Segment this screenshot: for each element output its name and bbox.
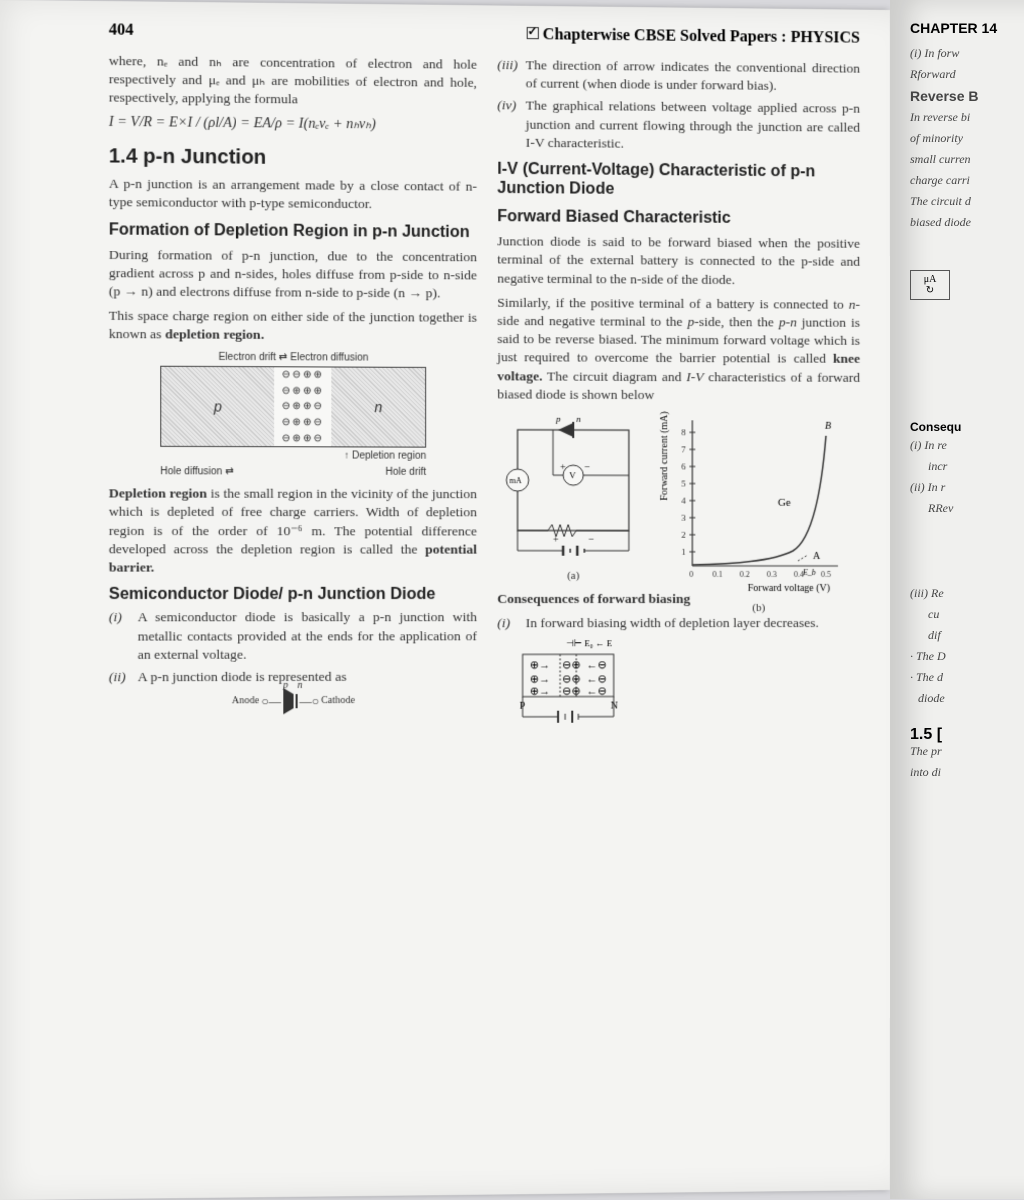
cathode-label: Cathode <box>321 694 355 708</box>
svg-text:⊖⊕: ⊖⊕ <box>562 674 581 686</box>
svg-text:⊕→: ⊕→ <box>530 660 550 672</box>
svg-text:⊖⊕: ⊖⊕ <box>562 660 581 672</box>
svg-text:Forward voltage (V): Forward voltage (V) <box>748 583 830 594</box>
diode-item-1: (i) A semiconductor diode is basically a… <box>109 609 477 665</box>
forward-bias-junction: ⊣⊢ E₀ ← E ⊕→⊕→⊕→ ⊖⊕⊖⊕⊖⊕ ←⊖←⊖←⊖ P N <box>497 636 860 727</box>
svg-text:E_b: E_b <box>802 568 816 577</box>
electron-drift-label: Electron drift <box>218 351 276 362</box>
two-columns: where, nₑ and nₕ are concentration of el… <box>109 52 860 728</box>
svg-text:−: − <box>584 462 590 473</box>
svg-text:0.5: 0.5 <box>821 570 831 579</box>
svg-text:5: 5 <box>681 479 686 489</box>
diode-item-4: (iv) The graphical relations between vol… <box>497 97 860 155</box>
depletion-region-para: Depletion region is the small region in … <box>109 484 477 577</box>
book-title: Chapterwise CBSE Solved Papers : PHYSICS <box>527 26 860 48</box>
n-region: n <box>332 368 426 447</box>
svg-text:0.2: 0.2 <box>740 570 750 579</box>
svg-text:←⊖: ←⊖ <box>586 686 606 698</box>
svg-text:2: 2 <box>681 530 686 540</box>
depletion-diagram: Electron drift ⇄ Electron diffusion p ⊖⊖… <box>160 350 426 479</box>
svg-text:⊖⊕: ⊖⊕ <box>562 686 581 698</box>
page-header: 404 Chapterwise CBSE Solved Papers : PHY… <box>109 21 860 47</box>
svg-text:⊣⊢ E₀ ← E: ⊣⊢ E₀ ← E <box>566 639 612 649</box>
svg-text:0: 0 <box>689 570 693 579</box>
left-page: 404 Chapterwise CBSE Solved Papers : PHY… <box>0 0 890 1200</box>
diode-item-2: (ii) A p-n junction diode is represented… <box>109 668 477 687</box>
fb-p2: Similarly, if the positive terminal of a… <box>497 293 860 405</box>
right-page-sliver: CHAPTER 14 (i) In forw Rforward Reverse … <box>890 0 1024 1199</box>
fig-a-label: (a) <box>497 569 649 584</box>
svg-text:Ge: Ge <box>778 497 791 509</box>
fig-b-label: (b) <box>657 601 860 616</box>
svg-text:+: + <box>553 535 559 546</box>
section-1-4: 1.4 p-n Junction <box>109 143 477 173</box>
svg-text:⊕→: ⊕→ <box>530 686 550 698</box>
circuit-diagram: p n mA V + − <box>497 410 649 584</box>
formation-header: Formation of Depletion Region in p-n Jun… <box>109 219 477 243</box>
page-number: 404 <box>109 21 134 40</box>
svg-text:6: 6 <box>681 462 686 472</box>
sec-1-5: 1.5 [ <box>910 726 1024 744</box>
pn-def: A p-n junction is an arrangement made by… <box>109 174 477 214</box>
svg-text:0.1: 0.1 <box>712 570 722 579</box>
diode-item-3: (iii) The direction of arrow indicates t… <box>497 56 860 96</box>
svg-text:V: V <box>569 470 576 480</box>
hole-drift-label: Hole drift <box>385 465 426 479</box>
svg-text:−: − <box>588 535 594 546</box>
svg-text:7: 7 <box>681 444 686 454</box>
svg-text:⊕→: ⊕→ <box>530 674 550 686</box>
svg-text:p: p <box>555 414 561 424</box>
p-region: p <box>161 367 274 446</box>
fb-header: Forward Biased Characteristic <box>497 206 860 230</box>
diode-symbol-row: Anode ○― p n ―○ Cathode <box>109 690 477 710</box>
svg-text:+: + <box>560 462 566 473</box>
svg-text:N: N <box>611 701 619 712</box>
svg-text:B: B <box>825 421 831 432</box>
cons-item-1: (i) In forward biasing width of depletio… <box>497 614 860 632</box>
svg-text:4: 4 <box>681 496 686 506</box>
iv-header: I-V (Current-Voltage) Characteristic of … <box>497 160 860 201</box>
svg-text:Forward current (mA): Forward current (mA) <box>659 411 670 500</box>
svg-text:3: 3 <box>681 513 686 523</box>
where-para: where, nₑ and nₕ are concentration of el… <box>109 52 477 111</box>
depletion-label: Depletion region <box>352 451 426 462</box>
svg-text:←⊖: ←⊖ <box>586 660 606 672</box>
electron-diffusion-label: Electron diffusion <box>290 352 368 363</box>
svg-text:0.3: 0.3 <box>767 570 777 579</box>
anode-label: Anode <box>232 694 259 708</box>
right-column: (iii) The direction of arrow indicates t… <box>497 56 860 727</box>
iv-graph: 8 7 6 5 4 3 2 1 0 0.1 <box>657 410 860 581</box>
svg-text:8: 8 <box>681 427 686 437</box>
formation-p1: During formation of p-n junction, due to… <box>109 245 477 303</box>
right-fragments: (i) In forw Rforward Reverse B In revers… <box>910 46 1024 230</box>
svg-text:A: A <box>813 551 821 562</box>
depletion-charges: ⊖⊖⊕⊕⊖⊕⊕⊕⊖⊕⊕⊖⊖⊕⊕⊖⊖⊕⊕⊖ <box>274 367 331 446</box>
svg-text:mA: mA <box>509 476 521 485</box>
left-column: where, nₑ and nₕ are concentration of el… <box>109 52 477 728</box>
hole-diffusion-label: Hole diffusion <box>160 466 222 477</box>
conseq-frag: Consequ <box>910 420 1024 434</box>
diode-header: Semiconductor Diode/ p-n Junction Diode <box>109 585 477 604</box>
forward-bias-figure: p n mA V + − <box>497 410 860 584</box>
formation-p2: This space charge region on either side … <box>109 307 477 346</box>
ua-box: μA↻ <box>910 270 950 300</box>
svg-text:1: 1 <box>681 547 686 557</box>
fb-p1: Junction diode is said to be forward bia… <box>497 232 860 289</box>
svg-text:n: n <box>576 414 581 424</box>
svg-text:←⊖: ←⊖ <box>586 674 606 686</box>
chapter-label: CHAPTER 14 <box>910 20 1024 36</box>
formula: I = V/R = E×I / (ρl/A) = EA/ρ = I(nₑvₑ +… <box>109 113 477 135</box>
